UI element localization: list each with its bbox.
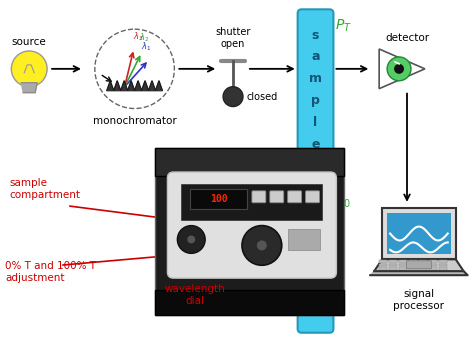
Circle shape [187,236,195,244]
FancyBboxPatch shape [438,260,447,263]
Text: a: a [311,50,320,63]
FancyBboxPatch shape [428,260,437,263]
FancyBboxPatch shape [399,267,407,270]
Text: wavelength
dial: wavelength dial [165,284,226,306]
FancyBboxPatch shape [428,267,437,270]
FancyBboxPatch shape [389,260,397,263]
FancyBboxPatch shape [379,260,387,263]
FancyBboxPatch shape [167,172,337,278]
Text: n: n [311,277,320,290]
Text: s: s [312,29,319,42]
FancyBboxPatch shape [399,263,407,267]
Circle shape [394,64,404,74]
FancyBboxPatch shape [409,267,417,270]
FancyBboxPatch shape [399,260,407,263]
Text: m: m [309,72,322,85]
Polygon shape [107,81,163,91]
FancyBboxPatch shape [438,263,447,267]
FancyBboxPatch shape [306,191,319,203]
Text: $\lambda_1$: $\lambda_1$ [141,40,151,53]
FancyBboxPatch shape [182,184,322,220]
Text: l: l [313,229,318,242]
Circle shape [387,57,411,81]
Circle shape [11,51,47,87]
Text: $\lambda_2$: $\lambda_2$ [138,32,149,45]
FancyBboxPatch shape [288,191,301,203]
Polygon shape [382,208,456,259]
Circle shape [95,29,174,109]
Polygon shape [374,259,464,271]
Text: l: l [313,116,318,129]
Text: a: a [311,253,320,266]
FancyBboxPatch shape [428,263,437,267]
Circle shape [242,226,282,265]
Text: source: source [12,37,46,47]
FancyBboxPatch shape [252,191,266,203]
Text: $P_0$: $P_0$ [336,194,351,210]
FancyBboxPatch shape [387,213,451,254]
Text: sample
compartment: sample compartment [9,178,80,199]
FancyBboxPatch shape [419,267,427,270]
Polygon shape [379,49,425,89]
FancyBboxPatch shape [155,148,345,176]
Text: $\lambda_3$: $\lambda_3$ [133,30,143,42]
FancyBboxPatch shape [270,191,284,203]
FancyBboxPatch shape [155,148,345,315]
Text: b: b [311,205,320,218]
FancyBboxPatch shape [419,263,427,267]
Text: closed: closed [247,92,278,102]
Circle shape [257,240,267,250]
FancyBboxPatch shape [155,290,345,315]
Text: 100: 100 [210,194,228,204]
FancyBboxPatch shape [379,263,387,267]
FancyBboxPatch shape [298,9,333,172]
FancyBboxPatch shape [379,267,387,270]
FancyBboxPatch shape [407,261,431,269]
FancyBboxPatch shape [389,263,397,267]
Text: signal
processor: signal processor [393,289,445,311]
Polygon shape [370,271,468,275]
FancyBboxPatch shape [409,263,417,267]
FancyBboxPatch shape [389,267,397,270]
FancyBboxPatch shape [438,267,447,270]
Text: shutter
open: shutter open [215,27,251,49]
Circle shape [177,226,205,253]
FancyBboxPatch shape [298,186,333,333]
Text: e: e [311,138,320,151]
FancyBboxPatch shape [288,229,319,250]
Circle shape [223,87,243,106]
Text: monochromator: monochromator [93,117,176,126]
FancyBboxPatch shape [409,260,417,263]
Text: $P_T$: $P_T$ [336,17,352,34]
Text: detector: detector [385,33,429,43]
Text: k: k [311,300,319,314]
FancyBboxPatch shape [419,260,427,263]
FancyBboxPatch shape [190,189,247,209]
Text: 0% T and 100% T
adjustment: 0% T and 100% T adjustment [5,261,96,283]
Text: p: p [311,94,320,107]
Polygon shape [21,83,37,93]
